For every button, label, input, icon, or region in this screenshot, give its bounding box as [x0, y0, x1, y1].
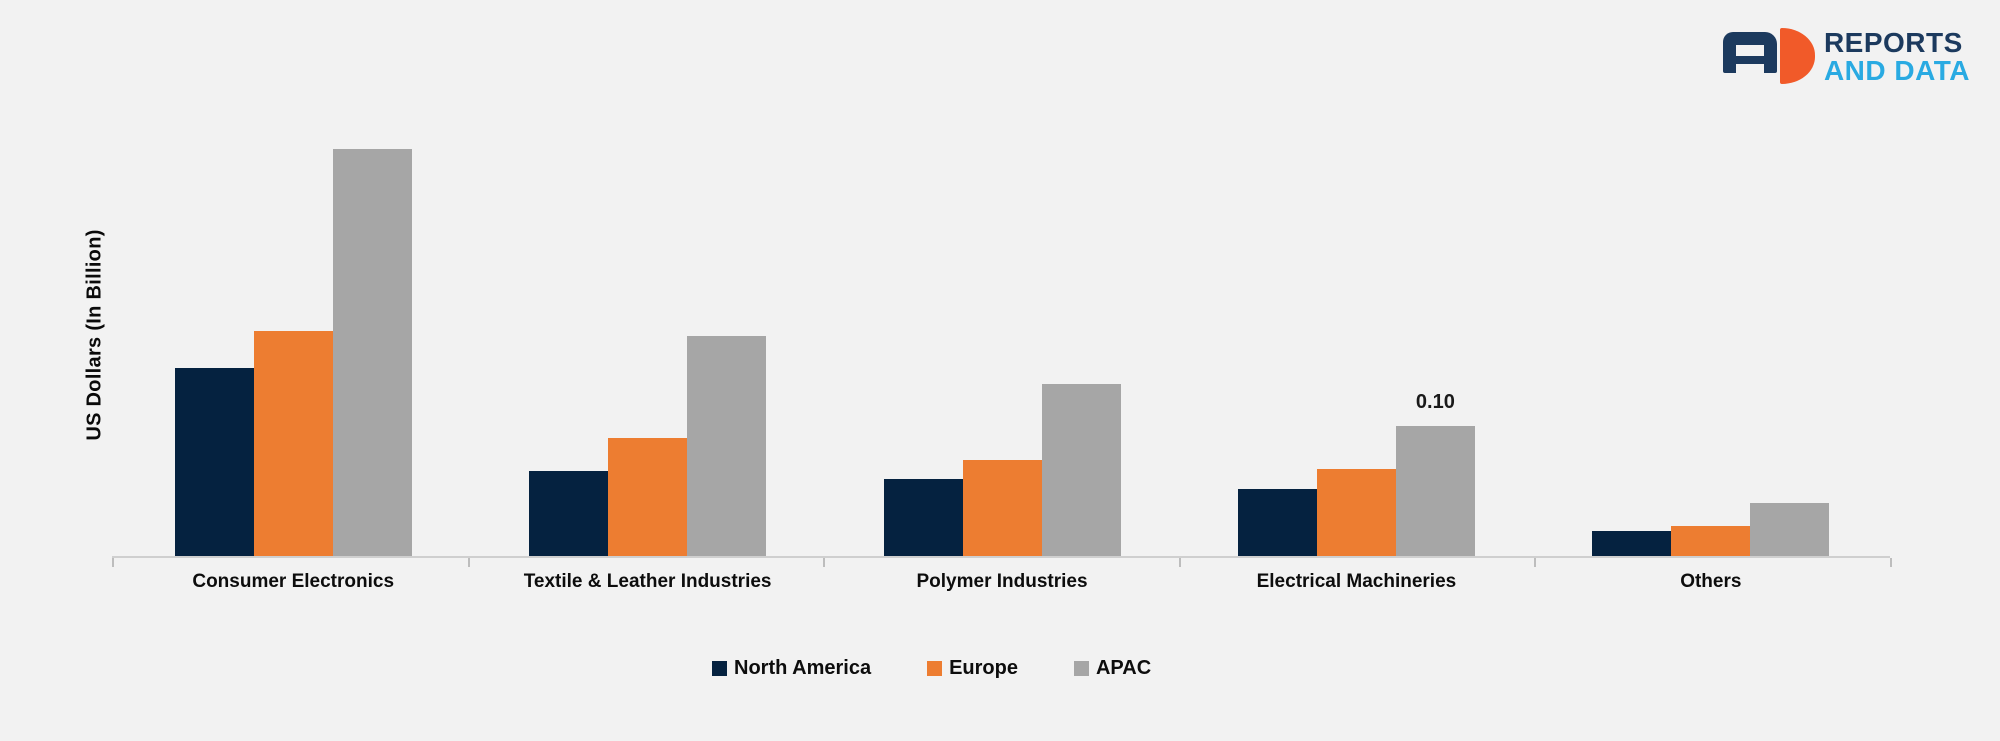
legend-label-north-america: North America [734, 657, 872, 679]
bar-value-label: 0.10 [1415, 391, 1455, 414]
legend: North America Europe APAC [712, 657, 1151, 680]
legend-label-europe: Europe [949, 657, 1018, 679]
plot-area: 0.10 [116, 127, 1888, 557]
bar-europe-polymer-industries [962, 460, 1042, 557]
logo-r-leg-gap [1735, 64, 1764, 73]
x-axis-tick [1534, 558, 1537, 567]
legend-item-north-america: North America [712, 657, 871, 680]
x-axis-line [112, 556, 1890, 558]
y-axis-title: US Dollars (In Billion) [83, 229, 106, 441]
legend-item-europe: Europe [927, 657, 1018, 680]
logo-d-icon [1779, 28, 1815, 84]
bar-north-america-consumer-electronics [174, 367, 254, 557]
category-label-consumer-electronics: Consumer Electronics [192, 571, 395, 592]
bar-apac-textile-leather-industries [687, 336, 767, 557]
category-label-others: Others [1680, 571, 1742, 592]
x-axis-tick [1178, 558, 1181, 567]
legend-swatch-north-america [712, 661, 727, 676]
category-label-electrical-machineries: Electrical Machineries [1256, 571, 1457, 592]
bar-apac-consumer-electronics [332, 149, 412, 557]
logo-r-counter [1735, 45, 1764, 56]
legend-item-apac: APAC [1073, 657, 1152, 680]
legend-swatch-europe [927, 661, 943, 676]
x-axis-tick [467, 558, 470, 567]
bar-north-america-polymer-industries [883, 478, 963, 557]
x-axis-tick [1890, 558, 1892, 567]
logo-mark [1722, 28, 1815, 86]
bar-apac-polymer-industries [1041, 384, 1121, 557]
logo-text-reports: REPORTS [1823, 27, 1963, 58]
bar-apac-others [1750, 503, 1830, 557]
bar-europe-consumer-electronics [253, 330, 333, 557]
legend-label-apac: APAC [1095, 657, 1152, 679]
bar-north-america-textile-leather-industries [529, 470, 609, 557]
bar-europe-electrical-machineries [1316, 469, 1396, 557]
reports-and-data-logo: REPORTS AND DATA [1722, 28, 1970, 86]
bar-north-america-electrical-machineries [1237, 489, 1317, 557]
category-labels: Consumer Electronics Textile & Leather In… [116, 571, 1888, 593]
bar-europe-others [1671, 525, 1751, 557]
category-label-polymer-industries: Polymer Industries [916, 571, 1088, 592]
x-axis-tick [823, 558, 826, 567]
logo-text: REPORTS AND DATA [1824, 28, 1970, 86]
bar-apac-electrical-machineries [1395, 426, 1475, 557]
x-axis-tick [112, 558, 114, 567]
legend-swatch-apac [1073, 661, 1089, 676]
logo-r-icon [1722, 32, 1777, 73]
logo-text-and-data: AND DATA [1823, 55, 1970, 86]
bar-europe-textile-leather-industries [608, 438, 688, 557]
bar-north-america-others [1592, 530, 1672, 557]
category-label-textile-leather-industries: Textile & Leather Industries [523, 571, 772, 592]
